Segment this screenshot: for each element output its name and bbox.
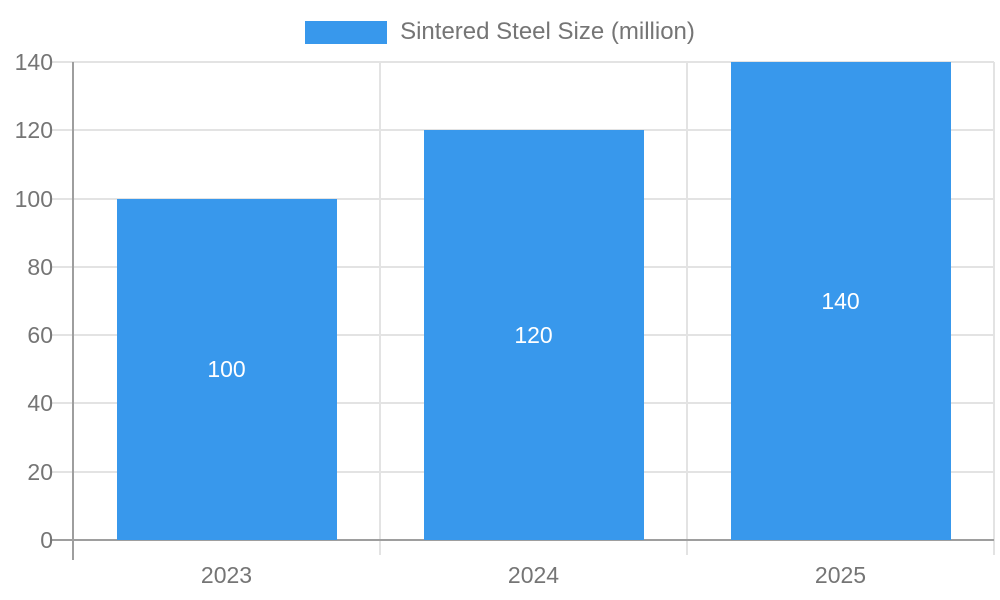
y-axis-tick-label: 100 (14, 185, 53, 212)
y-axis-tick-label: 60 (27, 322, 53, 349)
y-tick (50, 265, 73, 268)
y-tick (50, 402, 73, 405)
bar[interactable]: 100 (116, 198, 337, 540)
y-axis-tick-label: 0 (40, 527, 53, 553)
legend: Sintered Steel Size (million) (0, 18, 1000, 46)
y-axis-line (72, 62, 74, 560)
y-tick (50, 334, 73, 337)
legend-label: Sintered Steel Size (million) (400, 18, 695, 45)
category-separator (379, 62, 381, 555)
x-axis-category-label: 2023 (200, 562, 253, 588)
bar-value-label: 100 (207, 355, 246, 382)
y-axis-tick-label: 120 (14, 117, 53, 144)
y-axis-tick-label: 20 (27, 458, 53, 485)
bar[interactable]: 120 (423, 130, 644, 540)
y-axis-tick-label: 40 (27, 390, 53, 417)
category-separator (686, 62, 688, 555)
y-tick (50, 61, 73, 63)
x-axis-category-label: 2025 (814, 562, 867, 588)
y-tick (50, 539, 73, 541)
category-separator (993, 62, 995, 555)
legend-item[interactable]: Sintered Steel Size (million) (305, 18, 695, 46)
y-tick (50, 470, 73, 473)
bar-value-label: 120 (514, 321, 553, 348)
x-axis-category-label: 2024 (507, 562, 560, 588)
y-axis-tick-label: 140 (14, 49, 53, 75)
bar-value-label: 140 (821, 287, 860, 314)
y-tick (50, 197, 73, 200)
x-baseline (73, 539, 994, 541)
legend-swatch (305, 20, 388, 44)
y-axis-tick-label: 80 (27, 253, 53, 280)
y-gridline (73, 61, 994, 63)
y-tick (50, 129, 73, 132)
bar[interactable]: 140 (730, 62, 951, 540)
